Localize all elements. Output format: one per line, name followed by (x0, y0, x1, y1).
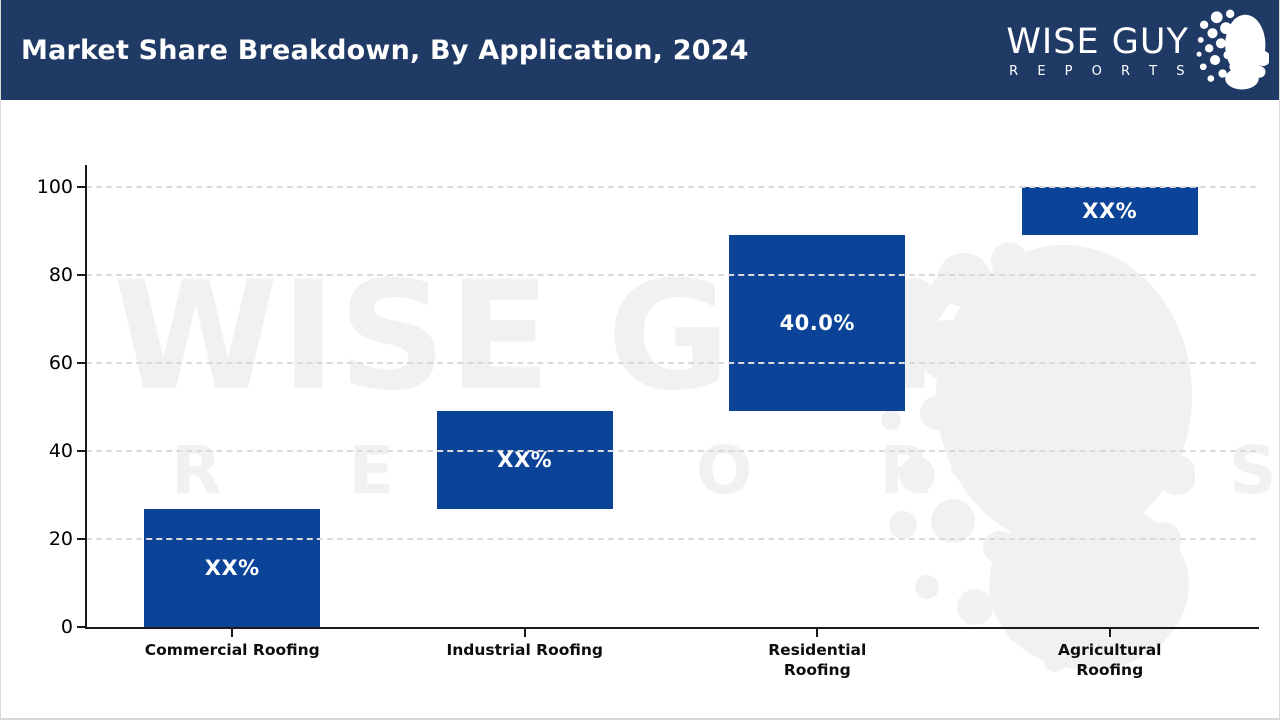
grid-line (86, 362, 1256, 364)
category-label: Agricultural Roofing (1058, 641, 1162, 680)
grid-line (86, 450, 1256, 452)
bar-segment (144, 509, 321, 627)
chart-plot-region: WISE GUY R E P O R T S 0 20 40 60 80 100 XX% Co… (1, 100, 1279, 718)
grid-line (86, 274, 1256, 276)
y-axis-tick-label: 0 (60, 616, 73, 638)
category-label: Commercial Roofing (144, 641, 320, 659)
bars-layer (1, 100, 1279, 718)
bar-segment (729, 235, 906, 412)
x-axis-line (85, 627, 1259, 629)
chart-title: Market Share Breakdown, By Application, … (21, 34, 749, 66)
bar-value-label: 40.0% (779, 311, 855, 336)
y-axis-tick (77, 450, 85, 452)
dotted-face-profile-icon (1196, 9, 1269, 90)
y-axis-line (85, 165, 87, 629)
axis-layer: 0 20 40 60 80 100 XX% Commercial Roofing XX% Indu… (1, 100, 1279, 718)
grid-layer (1, 100, 1279, 718)
x-axis-tick (1108, 629, 1111, 637)
y-axis-tick-label: 100 (36, 176, 73, 198)
category-label: Residential Roofing (768, 641, 867, 680)
y-axis-tick-label: 60 (48, 352, 73, 374)
header-bar: Market Share Breakdown, By Application, … (1, 0, 1279, 100)
brand-logo: WISE GUY R E P O R T S (1003, 8, 1269, 92)
bar-value-label: XX% (1082, 199, 1138, 224)
grid-line (86, 538, 1256, 540)
y-axis-tick (77, 362, 85, 364)
bar-value-label: XX% (204, 556, 260, 581)
x-axis-tick (523, 629, 526, 637)
x-axis-tick (231, 629, 234, 637)
x-axis-tick (816, 629, 819, 637)
category-label: Industrial Roofing (446, 641, 604, 659)
y-axis-tick (77, 538, 85, 540)
bar-value-label: XX% (497, 448, 553, 473)
y-axis-tick (77, 186, 85, 188)
brand-name: WISE GUY (1006, 21, 1189, 62)
bar-segment (1021, 187, 1198, 236)
y-axis-tick (77, 274, 85, 276)
bar-segment (436, 411, 613, 510)
brand-logo-text: WISE GUY R E P O R T S (1003, 22, 1192, 79)
grid-line (86, 186, 1256, 188)
y-axis-tick-label: 20 (48, 528, 73, 550)
y-axis-tick (77, 626, 85, 628)
y-axis-tick-label: 80 (48, 264, 73, 286)
brand-subname: R E P O R T S (1009, 63, 1192, 79)
y-axis-tick-label: 40 (48, 440, 73, 462)
